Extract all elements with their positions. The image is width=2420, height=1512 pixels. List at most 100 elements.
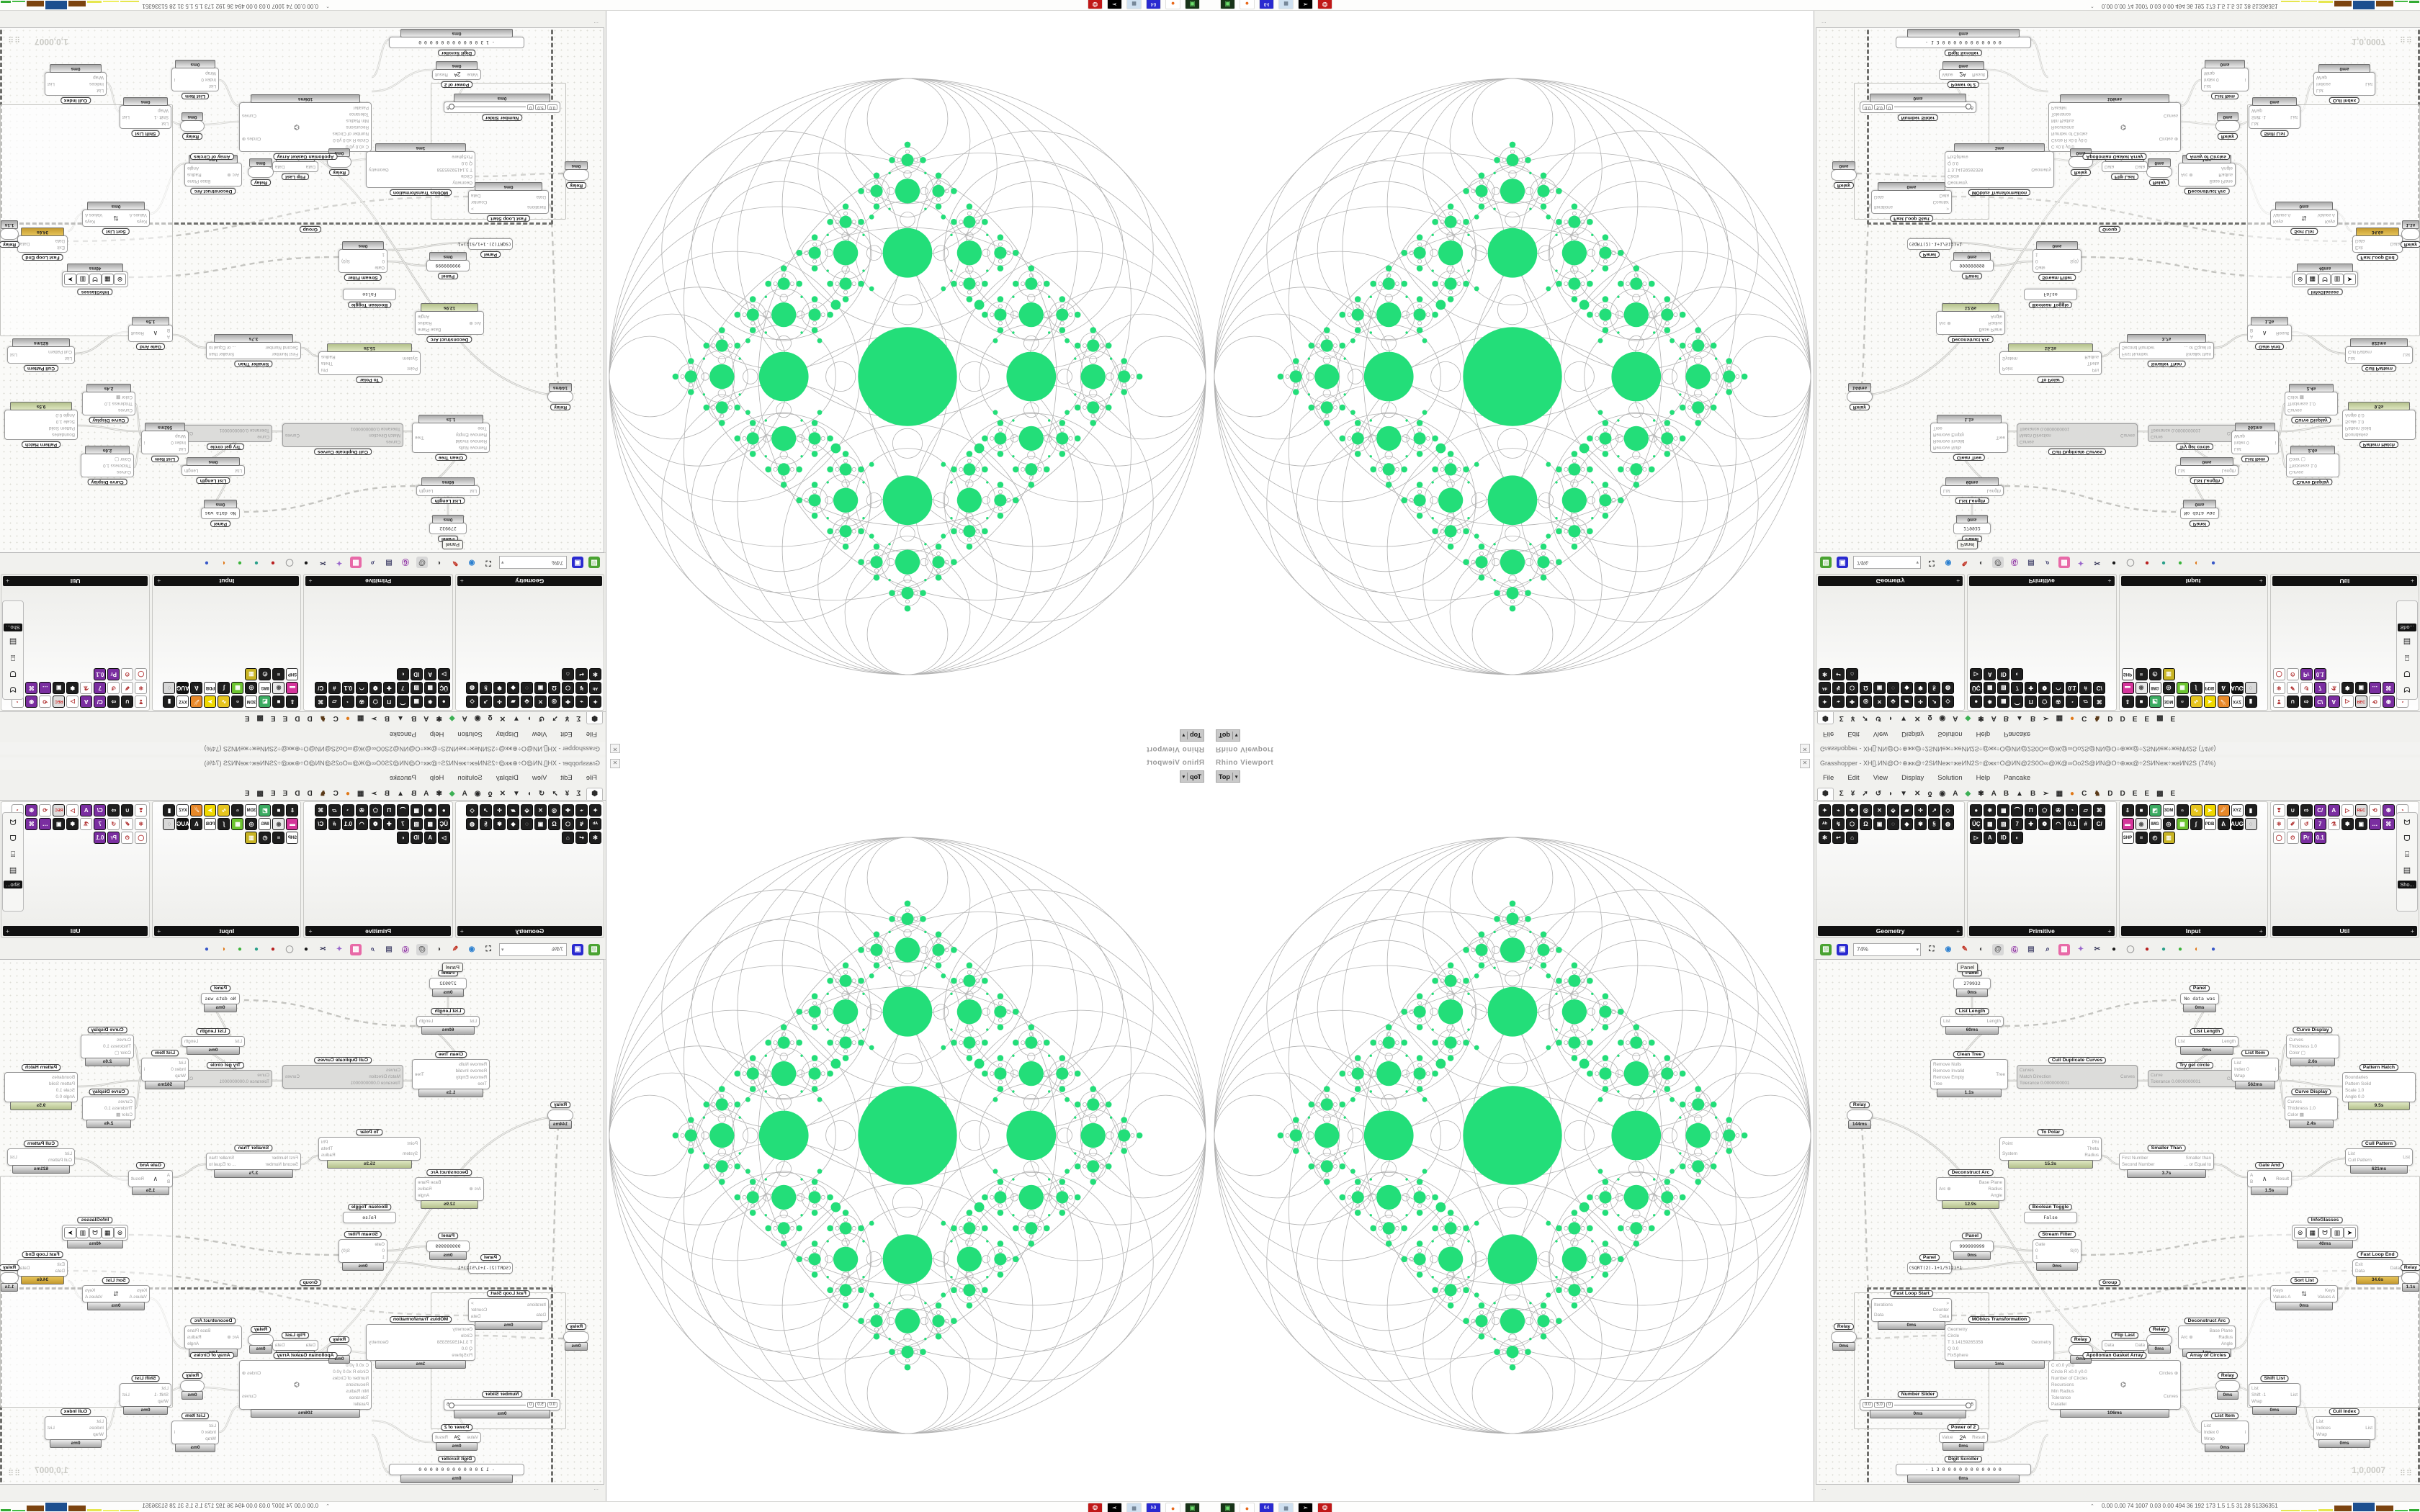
taskbar-app-icon[interactable]: ▦ xyxy=(1278,0,1294,9)
input-port[interactable]: Thickness 1.0 xyxy=(104,1106,133,1111)
ball-blue-button[interactable]: ● xyxy=(204,945,210,953)
input-port[interactable]: Boundaries xyxy=(52,1075,75,1080)
ball-black-button[interactable]: ● xyxy=(303,945,309,953)
component-icon[interactable]: ▰ xyxy=(1901,804,1913,816)
node-list-item[interactable]: List Item List Index 0 Wrap i 0ms xyxy=(171,60,219,99)
node-canvas[interactable]: Group Panel 279932 0ms List Length List Length… xyxy=(1816,27,2420,553)
output-port[interactable]: ... or Equal to xyxy=(209,345,236,350)
output-port[interactable]: Base Plane xyxy=(2209,179,2233,184)
output-port[interactable]: Values A xyxy=(85,212,103,217)
component-icon[interactable]: ▬ xyxy=(286,682,299,694)
input-port[interactable]: Wrap xyxy=(158,1399,169,1404)
output-port[interactable]: Circles ⊕ xyxy=(2159,1371,2178,1377)
output-port[interactable]: Radius xyxy=(2218,1335,2233,1340)
input-port[interactable]: Pattern Solid xyxy=(48,426,75,431)
component-icon[interactable]: C/ xyxy=(314,682,327,694)
menu-item-view[interactable]: View xyxy=(532,774,547,782)
email-button[interactable]: @ xyxy=(1992,943,2004,955)
node-power-of-2[interactable]: Power of 2 Value 2ᴬ Result 0ms xyxy=(1939,1424,1988,1451)
input-port[interactable]: Min Radius xyxy=(2051,1389,2074,1394)
input-port[interactable]: Keys xyxy=(137,1288,147,1293)
node-shift-list[interactable]: Shift List List Shift -1 Wrap List 0ms xyxy=(120,1375,171,1415)
node-panel[interactable]: Panel 999999999 0ms xyxy=(426,1233,470,1260)
input-port[interactable]: Number of Circles xyxy=(332,1376,369,1381)
menu-item-file[interactable]: File xyxy=(586,730,597,738)
component-icon[interactable]: ◩ xyxy=(259,696,272,708)
component-icon[interactable]: Pr xyxy=(2300,832,2313,844)
palette-tab[interactable]: D xyxy=(295,714,300,722)
node-panel[interactable]: Panel No data was 0ms xyxy=(2180,500,2219,527)
input-port[interactable]: B xyxy=(2250,328,2254,333)
component-icon[interactable]: ✚ xyxy=(2025,818,2038,830)
palette-tab[interactable]: E xyxy=(2132,790,2138,798)
component-icon[interactable]: C/ xyxy=(2313,804,2326,816)
input-port[interactable]: T 3.14159265358 xyxy=(436,1340,472,1345)
input-port[interactable]: T 3.14159265358 xyxy=(436,167,472,172)
open-file-button[interactable]: ▨ xyxy=(1820,943,1832,955)
component-icon[interactable]: ◴ xyxy=(259,668,272,680)
output-port[interactable]: S(0) xyxy=(341,1248,350,1254)
gha-button[interactable]: Ⓖ xyxy=(402,557,409,565)
palette-tab[interactable]: ▼ xyxy=(512,790,520,798)
node-panel[interactable]: Panel (SQRT(2)-1+1/512)*1 xyxy=(458,238,513,258)
output-port[interactable]: Phi xyxy=(321,1140,328,1145)
input-port[interactable]: Gate xyxy=(2035,265,2045,270)
component-icon[interactable]: IMG xyxy=(259,682,272,694)
input-port[interactable]: List xyxy=(2204,84,2211,89)
zoom-extents-button[interactable]: ⛶ xyxy=(485,945,491,953)
input-port[interactable]: Thickness 1.0 xyxy=(2289,463,2317,468)
input-port[interactable]: Exit xyxy=(57,1262,66,1267)
ball-green-button[interactable]: ● xyxy=(237,945,243,953)
input-port[interactable]: Parallel xyxy=(354,1402,369,1407)
input-port[interactable]: Match Direction xyxy=(369,1074,400,1079)
palette-tab[interactable]: ✾ xyxy=(436,714,442,722)
component-icon[interactable]: ◎ xyxy=(2162,682,2175,694)
node-mini-icon[interactable]: ▥ xyxy=(2331,1227,2344,1238)
input-port[interactable]: Remove Empty xyxy=(455,432,487,437)
palette-tab[interactable]: B xyxy=(384,790,390,798)
door-button[interactable]: ◐ xyxy=(1978,559,1984,567)
component-icon[interactable]: ✇ xyxy=(355,804,368,816)
zoom-extents-button[interactable]: ⛶ xyxy=(485,559,491,567)
component-icon[interactable]: ∪ xyxy=(121,804,134,816)
component-icon[interactable]: ⬙ xyxy=(521,696,533,708)
light-bulb-button[interactable]: ✦ xyxy=(336,559,343,567)
component-icon[interactable]: ⌂ xyxy=(1846,832,1858,844)
component-icon[interactable]: SHP xyxy=(2121,668,2134,680)
door-button[interactable]: ◐ xyxy=(436,559,442,567)
gha-button[interactable]: Ⓖ xyxy=(2011,557,2018,565)
component-icon[interactable]: ▩ xyxy=(424,682,436,694)
component-icon[interactable]: ▰ xyxy=(1901,696,1913,708)
node-mini-icon[interactable]: ➤ xyxy=(2343,1227,2356,1238)
palette-tab[interactable]: ♞ xyxy=(2094,790,2101,798)
component-icon[interactable]: ◔ xyxy=(341,696,354,708)
component-icon[interactable]: A xyxy=(424,668,436,680)
component-icon[interactable]: IMG xyxy=(2148,682,2161,694)
menu-item-pancake[interactable]: Pancake xyxy=(389,774,416,782)
input-port[interactable]: Values A xyxy=(2273,1295,2291,1300)
output-port[interactable]: > xyxy=(1946,1301,1949,1306)
node-list-item[interactable]: List Item List Index 0 Wrap i 562ms xyxy=(141,423,189,462)
input-port[interactable]: Boundaries xyxy=(2345,1075,2368,1080)
input-port[interactable]: Boundaries xyxy=(52,432,75,437)
output-port[interactable]: i xyxy=(2275,1067,2276,1072)
component-icon[interactable]: 7 xyxy=(94,682,107,694)
component-icon[interactable]: ◴ xyxy=(2148,668,2161,680)
input-port[interactable]: Index 0 xyxy=(171,1067,186,1072)
input-port[interactable]: Iterations xyxy=(527,1302,546,1308)
component-icon[interactable]: ≡ xyxy=(272,832,285,844)
finder-button[interactable]: ⌕ xyxy=(370,945,375,953)
node-mini-icon[interactable]: ᗢ xyxy=(2318,274,2331,285)
component-icon[interactable]: ✦ xyxy=(589,804,601,816)
input-port[interactable]: Index 0 xyxy=(2234,440,2249,445)
palette-tab[interactable]: D xyxy=(2120,714,2125,722)
component-icon[interactable]: ◠ xyxy=(355,682,368,694)
component-icon[interactable]: ∫ xyxy=(218,682,230,694)
palette-tab[interactable]: ↺ xyxy=(538,790,545,798)
component-icon[interactable]: ⬠ xyxy=(2038,696,2051,708)
component-icon[interactable]: PDB xyxy=(2203,682,2216,694)
palette-tab[interactable]: ¥ xyxy=(565,714,570,722)
component-icon[interactable]: ↺ xyxy=(107,818,120,830)
component-icon[interactable]: ◉ xyxy=(272,682,285,694)
component-icon[interactable]: ▮ xyxy=(2244,696,2257,708)
